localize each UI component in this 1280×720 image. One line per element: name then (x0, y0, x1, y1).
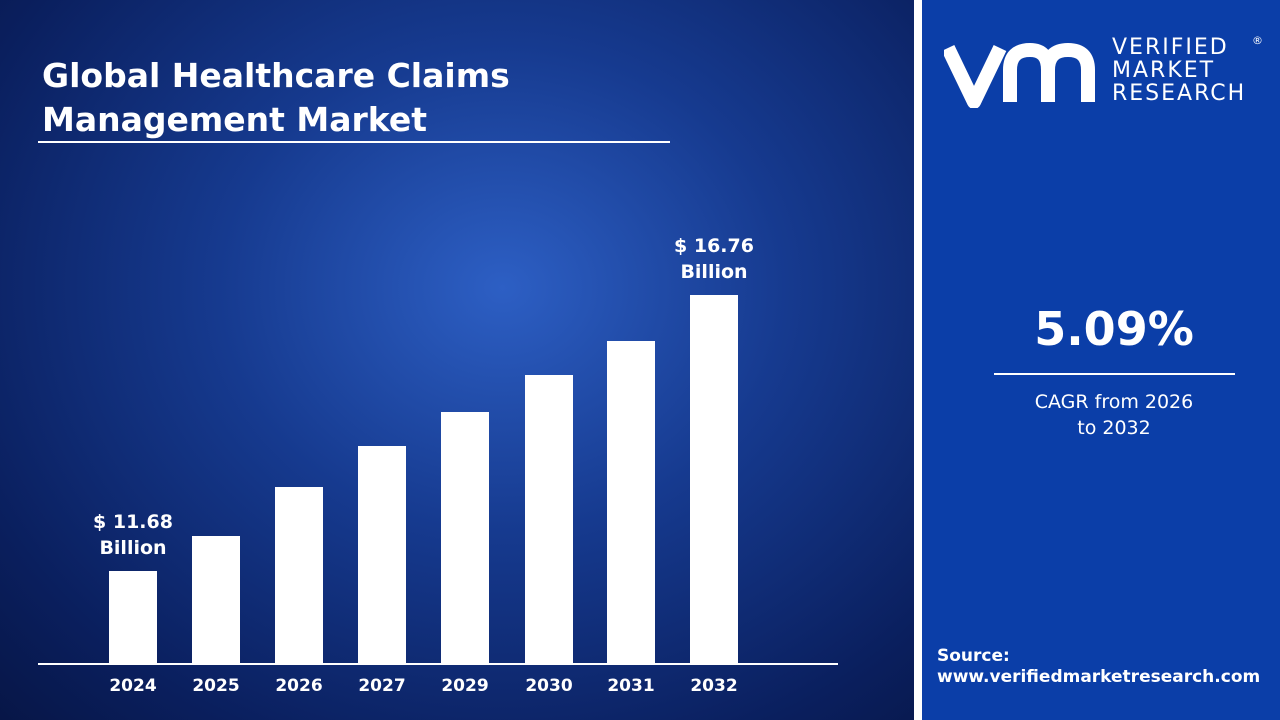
cagr-rule (994, 373, 1235, 375)
brand-line: RESEARCH (1112, 81, 1247, 106)
brand-line: VERIFIED (1112, 35, 1229, 60)
bar (109, 571, 157, 664)
registered-mark: ® (1252, 34, 1263, 47)
x-tick-label: 2024 (109, 676, 157, 696)
bar (690, 295, 738, 664)
bar (275, 486, 323, 664)
cagr-value: 5.09% (1034, 302, 1194, 356)
source-label: Source: (937, 646, 1010, 666)
x-tick-label: 2026 (275, 676, 323, 696)
side-panel (922, 0, 1280, 720)
chart-title: Global Healthcare Claims Management Mark… (42, 56, 510, 139)
baseline (38, 663, 838, 665)
x-tick-label: 2025 (192, 676, 240, 696)
x-tick-label: 2032 (690, 676, 738, 696)
value-label: $ 16.76 Billion (674, 235, 754, 283)
bar (525, 374, 573, 664)
brand-name: VERIFIED MARKET RESEARCH (1112, 36, 1246, 105)
value-label: $ 11.68 Billion (93, 511, 173, 559)
brand-line: MARKET (1112, 58, 1216, 83)
logo-mark (944, 42, 1095, 108)
cagr-label: CAGR from 2026 to 2032 (1034, 391, 1194, 439)
bar (358, 446, 406, 664)
bar (607, 341, 655, 664)
x-tick-label: 2027 (358, 676, 406, 696)
title-rule (38, 141, 670, 143)
x-tick-label: 2030 (525, 676, 573, 696)
bar (441, 411, 489, 664)
x-tick-label: 2031 (607, 676, 655, 696)
source-url: www.verifiedmarketresearch.com (937, 667, 1261, 687)
x-tick-label: 2029 (441, 676, 489, 696)
bar (192, 536, 240, 664)
